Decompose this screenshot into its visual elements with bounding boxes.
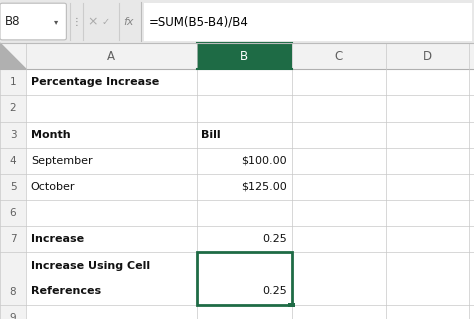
Bar bbox=[197, 252, 292, 305]
Text: 1: 1 bbox=[10, 77, 16, 87]
Text: Percentage Increase: Percentage Increase bbox=[31, 77, 159, 87]
Text: October: October bbox=[31, 182, 75, 192]
Bar bbox=[0, 0, 474, 43]
Text: 3: 3 bbox=[10, 130, 16, 140]
Text: B: B bbox=[240, 50, 248, 63]
Text: =SUM(B5-B4)/B4: =SUM(B5-B4)/B4 bbox=[148, 15, 248, 28]
Text: 2: 2 bbox=[10, 103, 16, 114]
Bar bbox=[144, 3, 472, 41]
Text: September: September bbox=[31, 156, 92, 166]
Text: 9: 9 bbox=[10, 313, 16, 319]
Text: 8: 8 bbox=[10, 286, 16, 297]
Text: D: D bbox=[423, 50, 432, 63]
Text: B8: B8 bbox=[5, 15, 20, 28]
Bar bbox=[197, 43, 292, 69]
Text: ⋮: ⋮ bbox=[72, 17, 82, 26]
Text: 4: 4 bbox=[10, 156, 16, 166]
Text: 6: 6 bbox=[10, 208, 16, 218]
Text: 7: 7 bbox=[10, 234, 16, 244]
Text: fx: fx bbox=[123, 17, 134, 26]
Text: $100.00: $100.00 bbox=[241, 156, 287, 166]
Text: Increase: Increase bbox=[31, 234, 84, 244]
Text: References: References bbox=[31, 286, 101, 295]
Text: 5: 5 bbox=[10, 182, 16, 192]
Text: ×: × bbox=[88, 15, 98, 28]
Text: A: A bbox=[108, 50, 115, 63]
Text: Month: Month bbox=[31, 130, 71, 140]
Text: Increase Using Cell: Increase Using Cell bbox=[31, 262, 150, 271]
Text: 0.25: 0.25 bbox=[262, 286, 287, 295]
Bar bbox=[0, 43, 26, 319]
Text: Bill: Bill bbox=[201, 130, 221, 140]
Text: ▾: ▾ bbox=[54, 17, 58, 26]
Text: ✓: ✓ bbox=[102, 17, 110, 26]
Polygon shape bbox=[0, 43, 26, 69]
Text: C: C bbox=[335, 50, 343, 63]
Bar bbox=[0, 43, 474, 69]
Bar bbox=[288, 302, 294, 307]
Text: 0.25: 0.25 bbox=[262, 234, 287, 244]
Text: $125.00: $125.00 bbox=[241, 182, 287, 192]
FancyBboxPatch shape bbox=[0, 3, 66, 40]
